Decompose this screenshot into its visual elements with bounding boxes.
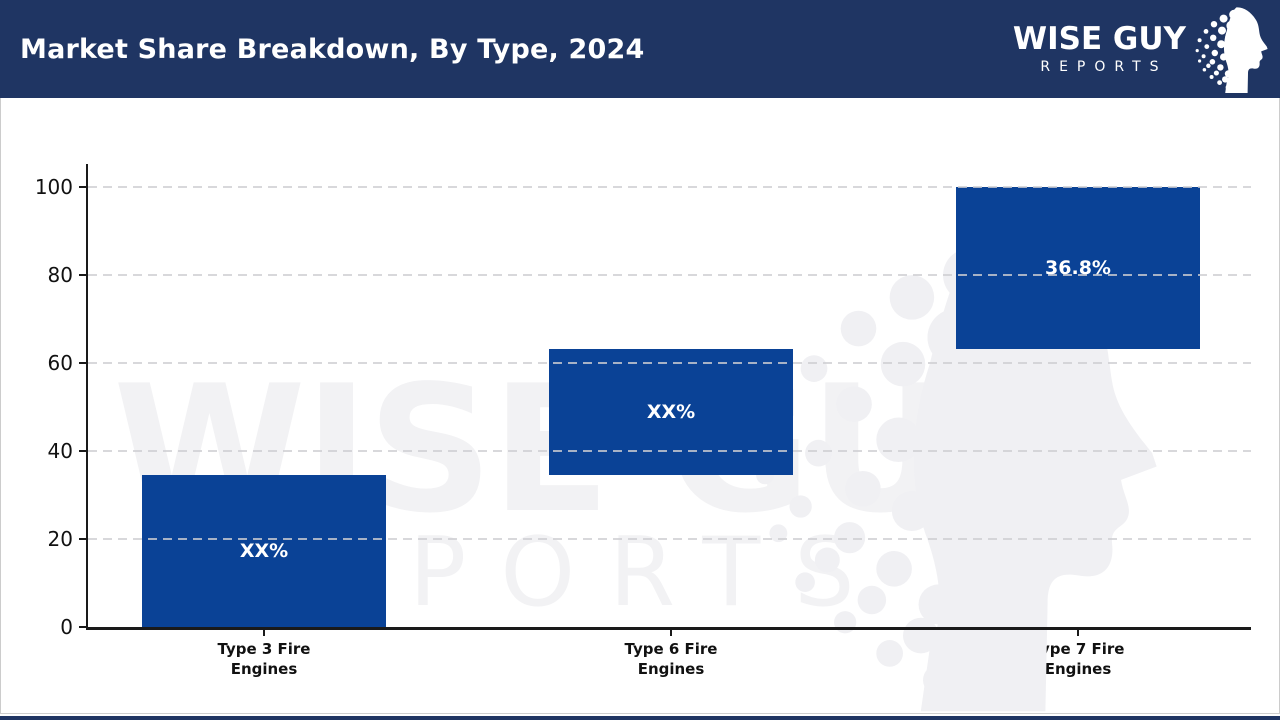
x-axis-line — [86, 627, 1251, 630]
x-axis-category-label: Type 7 Fire Engines — [1031, 640, 1125, 678]
x-axis-tick — [670, 630, 672, 636]
header: Market Share Breakdown, By Type, 2024 WI… — [0, 0, 1280, 98]
y-axis-tick — [79, 362, 86, 364]
bar-segment — [956, 187, 1200, 349]
page-title: Market Share Breakdown, By Type, 2024 — [20, 33, 645, 65]
y-axis-tick-label: 0 — [60, 615, 73, 639]
brand-logo-text: WISE GUY REPORTS — [1013, 23, 1186, 75]
y-axis-tick-label: 40 — [47, 439, 73, 463]
y-axis-tick — [79, 538, 86, 540]
gridline — [88, 362, 1251, 364]
y-axis-line — [86, 164, 88, 630]
brand-logo: WISE GUY REPORTS — [1013, 5, 1270, 93]
gridline — [88, 274, 1251, 276]
y-axis-tick-label: 60 — [47, 351, 73, 375]
x-axis-category-label: Type 6 Fire Engines — [624, 640, 718, 678]
y-axis-tick — [79, 274, 86, 276]
brand-head-icon — [1195, 7, 1268, 93]
gridline — [88, 186, 1251, 188]
bar-value-label: 36.8% — [1045, 256, 1111, 279]
y-axis-tick — [79, 626, 86, 628]
y-axis-tick — [79, 450, 86, 452]
x-axis-category-label: Type 3 Fire Engines — [217, 640, 311, 678]
brand-name: WISE GUY — [1012, 21, 1186, 58]
bar-segment — [549, 348, 793, 476]
brand-subname: REPORTS — [1040, 58, 1168, 75]
bar-value-label: XX% — [646, 401, 696, 424]
footer-strip — [0, 716, 1280, 720]
y-axis-tick-label: 20 — [47, 527, 73, 551]
gridline — [88, 538, 1251, 540]
x-axis-tick — [1077, 630, 1079, 636]
bar-value-label: XX% — [239, 540, 289, 563]
y-axis-tick-label: 80 — [47, 263, 73, 287]
x-axis-tick — [263, 630, 265, 636]
bar-segment — [142, 475, 386, 627]
y-axis-tick-label: 100 — [34, 175, 73, 199]
gridline — [88, 450, 1251, 452]
y-axis-tick — [79, 186, 86, 188]
